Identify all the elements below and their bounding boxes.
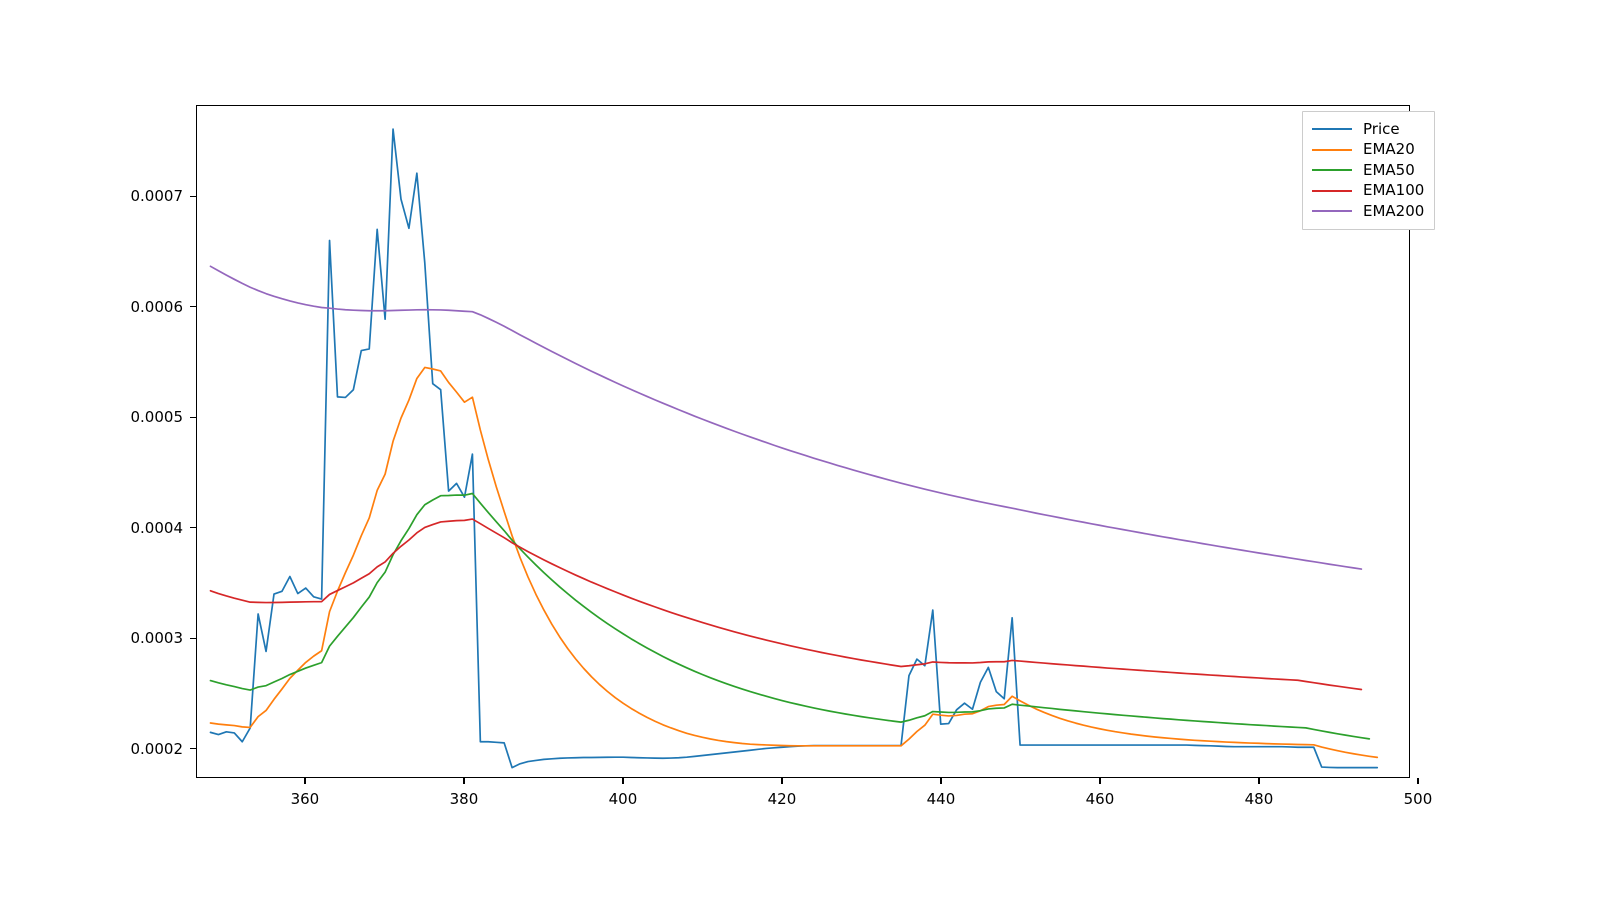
legend-item-label: EMA200	[1363, 201, 1425, 220]
x-tick-label: 360	[290, 790, 320, 808]
y-tick-mark	[190, 637, 196, 639]
legend-item-ema100: EMA100	[1312, 181, 1424, 202]
y-tick-mark	[190, 195, 196, 197]
legend-item-ema20: EMA20	[1312, 140, 1424, 161]
chart-svg	[197, 106, 1409, 777]
legend-item-ema200: EMA200	[1312, 201, 1424, 222]
x-tick-mark	[1099, 778, 1101, 784]
x-tick-label: 460	[1085, 790, 1115, 808]
legend-item-label: EMA20	[1363, 140, 1415, 159]
y-tick-label: 0.0005	[130, 408, 184, 427]
y-tick-mark	[190, 416, 196, 418]
series-line-ema100	[210, 519, 1361, 689]
x-tick-label: 400	[608, 790, 638, 808]
x-tick-mark	[781, 778, 783, 784]
x-tick-mark	[1258, 778, 1260, 784]
series-line-ema20	[210, 367, 1377, 757]
x-tick-mark	[463, 778, 465, 784]
x-tick-mark	[622, 778, 624, 784]
x-tick-mark	[1417, 778, 1419, 784]
line-swatch-icon	[1312, 210, 1352, 213]
line-swatch-icon	[1312, 148, 1352, 151]
y-tick-mark	[190, 527, 196, 529]
chart-legend: Price EMA20 EMA50 EMA100 EMA200	[1302, 111, 1436, 230]
x-tick-label: 500	[1403, 790, 1433, 808]
x-tick-label: 480	[1244, 790, 1274, 808]
legend-item-label: Price	[1363, 119, 1400, 138]
x-tick-mark	[304, 778, 306, 784]
legend-item-price: Price	[1312, 119, 1424, 140]
series-line-ema200	[210, 266, 1361, 569]
y-tick-label: 0.0002	[130, 739, 184, 758]
y-tick-label: 0.0004	[130, 518, 184, 537]
y-tick-label: 0.0006	[130, 297, 184, 316]
x-tick-label: 440	[926, 790, 956, 808]
plot-area	[196, 105, 1410, 778]
y-tick-label: 0.0007	[130, 187, 184, 206]
line-swatch-icon	[1312, 128, 1352, 131]
legend-item-label: EMA50	[1363, 160, 1415, 179]
y-tick-mark	[190, 748, 196, 750]
series-line-ema50	[210, 494, 1369, 739]
line-swatch-icon	[1312, 169, 1352, 172]
legend-item-label: EMA100	[1363, 181, 1425, 200]
line-swatch-icon	[1312, 189, 1352, 192]
x-tick-mark	[940, 778, 942, 784]
x-tick-label: 420	[767, 790, 797, 808]
legend-item-ema50: EMA50	[1312, 160, 1424, 181]
y-tick-mark	[190, 306, 196, 308]
y-tick-label: 0.0003	[130, 629, 184, 648]
x-tick-label: 380	[449, 790, 479, 808]
series-line-price	[210, 129, 1377, 767]
